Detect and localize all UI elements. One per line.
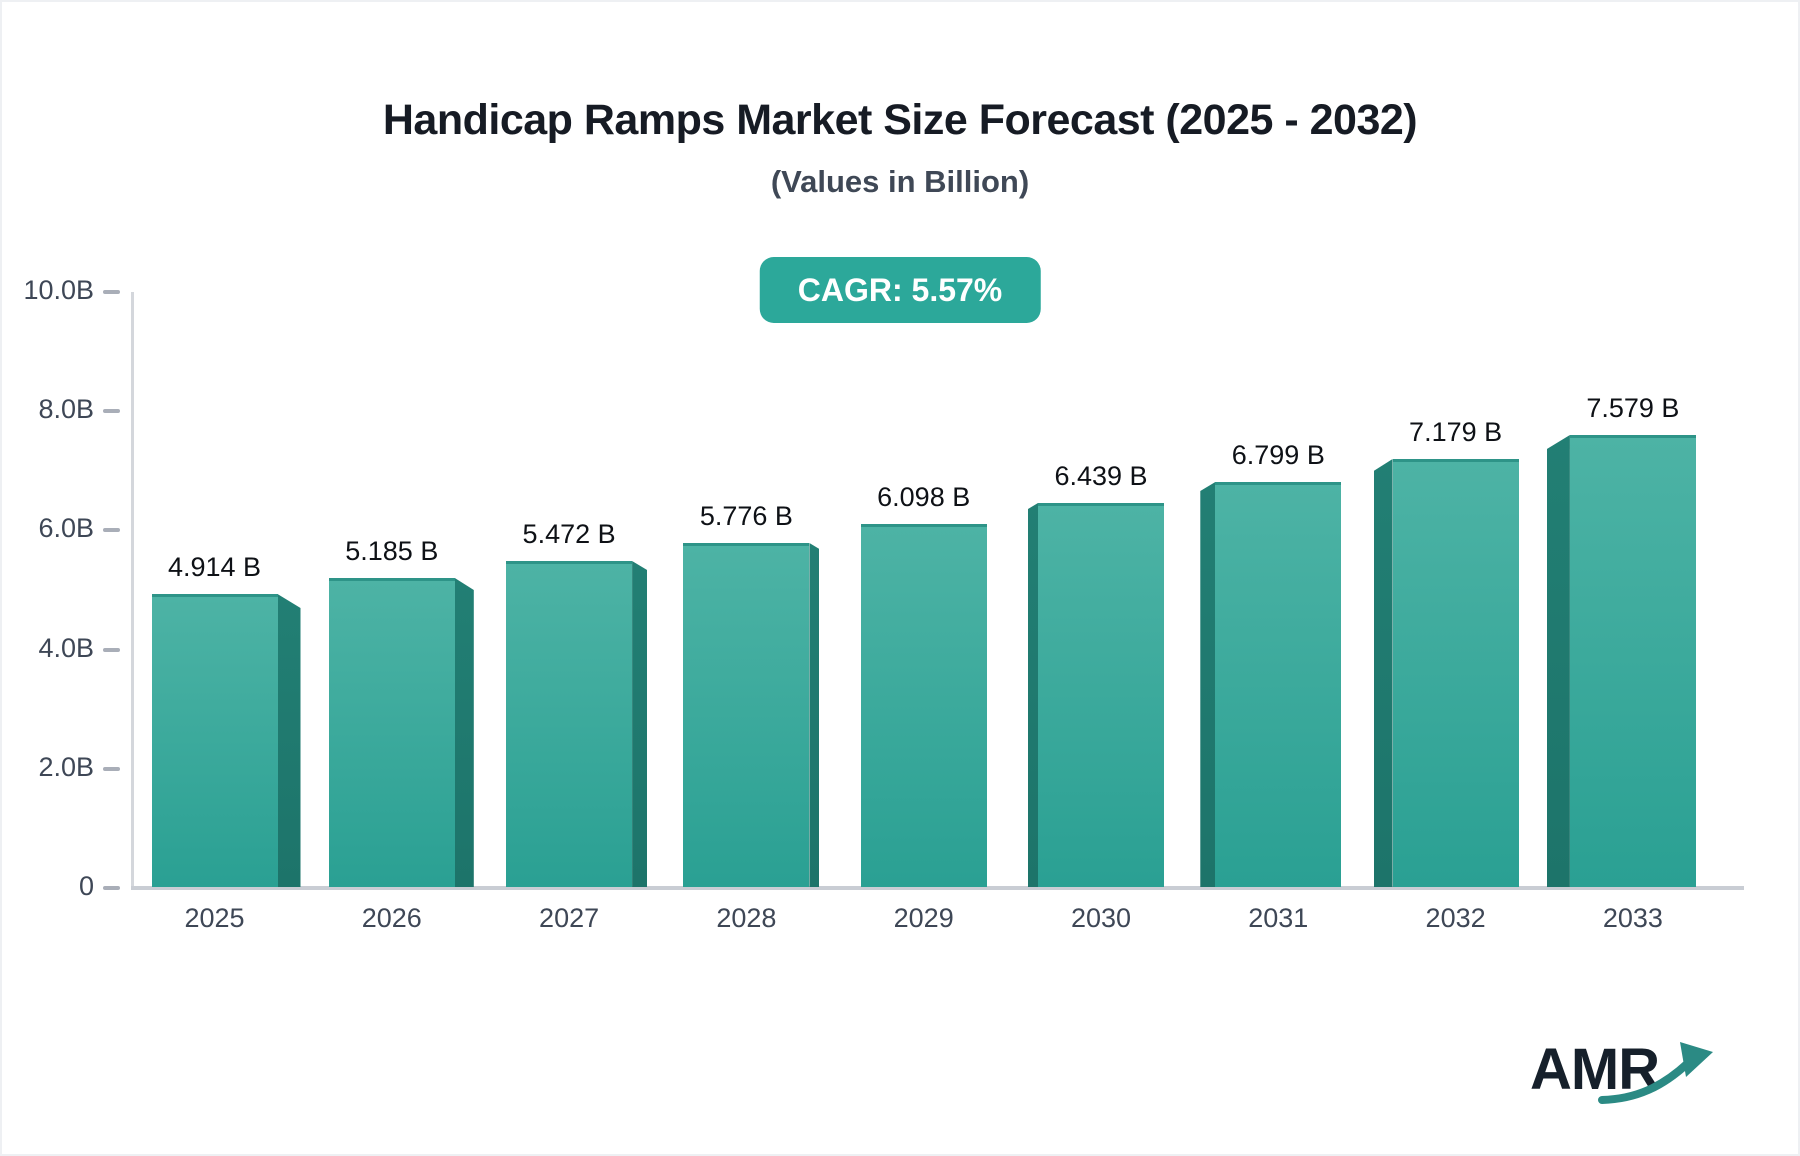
bar-value-label: 7.179 B	[1409, 417, 1503, 447]
bar-side-face	[809, 543, 820, 887]
y-tick-mark	[103, 647, 120, 652]
bar-side-face	[1028, 503, 1038, 887]
bar-value-label: 5.776 B	[699, 501, 793, 531]
x-tick-label: 2031	[1248, 903, 1309, 933]
y-tick-label: 4.0B	[38, 632, 94, 663]
cagr-badge: CAGR: 5.57%	[759, 257, 1041, 323]
bar-value-label: 5.185 B	[345, 536, 439, 566]
bar-side-face	[1200, 482, 1216, 887]
y-tick-mark	[103, 409, 120, 414]
bar-value-label: 6.439 B	[1054, 461, 1148, 491]
bar-side-face	[277, 594, 301, 887]
y-tick-mark	[103, 528, 120, 533]
x-tick-label: 2033	[1602, 903, 1663, 933]
y-tick-label: 2.0B	[38, 751, 94, 782]
bar-side-face	[1546, 435, 1570, 887]
bar-value-label: 6.799 B	[1231, 440, 1325, 470]
bar-value-label: 6.098 B	[877, 482, 971, 512]
bar-value-label: 4.914 B	[167, 552, 262, 582]
bar	[1392, 459, 1519, 887]
bar	[328, 578, 455, 887]
x-tick-label: 2027	[539, 903, 600, 933]
x-tick-label: 2026	[361, 903, 422, 933]
x-tick-label: 2030	[1070, 903, 1132, 933]
y-tick-label: 8.0B	[38, 394, 94, 425]
bar	[683, 543, 810, 887]
y-tick-mark	[103, 290, 120, 294]
chart-subtitle: (Values in Billion)	[770, 164, 1030, 199]
bar	[151, 594, 278, 887]
bar	[1569, 435, 1696, 887]
y-tick-mark	[103, 766, 120, 771]
bar	[860, 524, 987, 887]
y-tick-label: 10.0B	[23, 275, 94, 305]
x-tick-label: 2025	[184, 903, 245, 933]
bar-side-face	[1373, 459, 1393, 887]
x-tick-label: 2032	[1425, 903, 1486, 933]
trend-up-arrow-icon	[1598, 1042, 1713, 1104]
x-tick-label: 2028	[716, 903, 777, 933]
y-tick-label: 0	[78, 871, 94, 901]
y-tick-mark	[103, 886, 120, 890]
bar	[1215, 482, 1342, 887]
bar-side-face	[454, 578, 474, 887]
bar	[506, 561, 633, 887]
y-tick-label: 6.0B	[38, 513, 94, 544]
amr-logo: AMR	[1530, 1036, 1760, 1126]
y-axis-line	[131, 292, 134, 890]
chart-title: Handicap Ramps Market Size Forecast (202…	[382, 96, 1418, 144]
bar-side-face	[632, 561, 648, 887]
bar-value-label: 5.472 B	[522, 519, 616, 549]
x-tick-label: 2029	[893, 903, 954, 933]
x-axis-line	[131, 886, 1744, 890]
bar	[1038, 503, 1164, 887]
bar-value-label: 7.579 B	[1586, 393, 1680, 423]
